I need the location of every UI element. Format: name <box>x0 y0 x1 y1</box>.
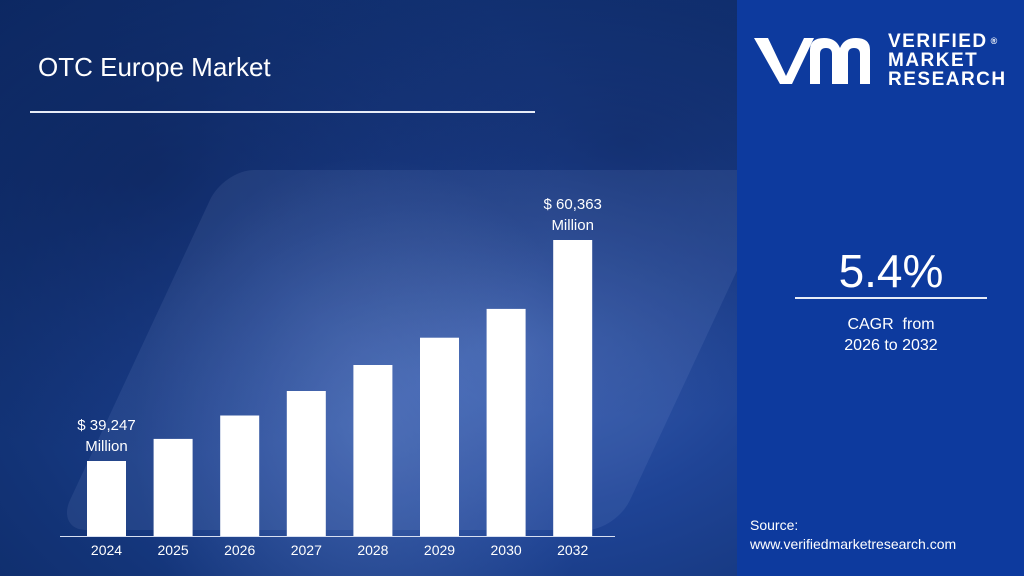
source-url[interactable]: www.verifiedmarketresearch.com <box>750 536 957 552</box>
cagr-label: CAGR from 2026 to 2032 <box>795 314 987 356</box>
bar-2032 <box>553 240 593 536</box>
vmr-monogram-icon <box>754 38 870 84</box>
source-note: Source: www.verifiedmarketresearch.com <box>750 516 956 554</box>
x-tick-label-2032: 2032 <box>557 542 588 558</box>
x-tick-label-2030: 2030 <box>491 542 522 558</box>
cagr-divider <box>795 297 987 299</box>
brand-line-1: VERIFIED <box>888 31 988 52</box>
bar-chart: 2024 2025 2026 2027 2028 2029 2030 2032 $ 39,247… <box>60 196 615 558</box>
title-divider <box>30 111 535 113</box>
value-label-2032: $ 60,363 <box>544 196 602 213</box>
chart-title: OTC Europe Market <box>38 52 271 82</box>
bar-2026 <box>220 415 260 536</box>
x-tick-label-2027: 2027 <box>291 542 322 558</box>
cagr-label-line-1: CAGR from <box>847 316 935 333</box>
brand-line-3: RESEARCH <box>888 69 1007 90</box>
x-tick-label-2024: 2024 <box>91 542 122 558</box>
cagr-value: 5.4% <box>838 245 944 297</box>
source-label: Source: <box>750 517 799 533</box>
x-tick-label-2029: 2029 <box>424 542 455 558</box>
value-unit-label-2024: Million <box>85 438 128 455</box>
bar-2029 <box>420 337 459 536</box>
x-tick-label-2026: 2026 <box>224 542 255 558</box>
bar-2028 <box>353 365 393 536</box>
side-panel <box>737 0 1024 576</box>
cagr-label-line-2: 2026 to 2032 <box>844 337 938 354</box>
bar-2025 <box>153 438 193 536</box>
brand-line-2: MARKET <box>888 50 979 71</box>
value-label-2024: $ 39,247 <box>77 417 135 434</box>
bar-2027 <box>286 391 326 536</box>
value-unit-label-2032: Million <box>551 217 594 234</box>
registered-mark: ® <box>990 36 999 46</box>
x-tick-label-2028: 2028 <box>357 542 388 558</box>
bar-2024 <box>87 461 126 536</box>
bar-2030 <box>486 308 526 536</box>
brand-wordmark: VERIFIED ® MARKET RESEARCH <box>888 32 1007 89</box>
x-tick-label-2025: 2025 <box>158 542 189 558</box>
